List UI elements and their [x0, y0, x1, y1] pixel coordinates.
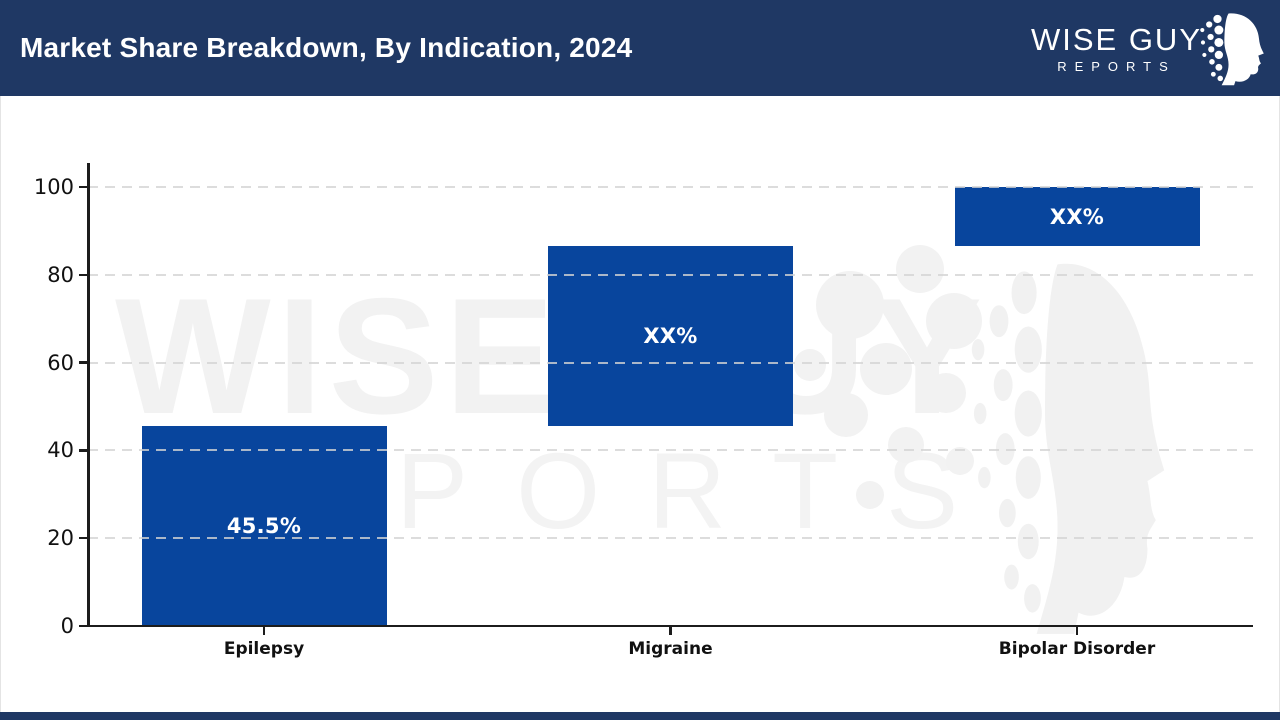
- x-tick-mark: [262, 627, 266, 635]
- x-axis: [87, 624, 1253, 627]
- watermark-head-icon: [971, 263, 1165, 634]
- y-tick-mark: [79, 624, 87, 628]
- brand-name: WISE GUY: [1030, 22, 1202, 57]
- gridline: [88, 537, 1253, 540]
- y-tick-mark: [79, 273, 87, 277]
- watermark-dots: [794, 245, 982, 509]
- y-tick-label: 0: [60, 614, 74, 638]
- y-tick-mark: [79, 449, 87, 452]
- bar-value-label: XX%: [1049, 204, 1105, 229]
- x-category-label: Epilepsy: [223, 639, 305, 659]
- bar-bipolar-disorder: XX%: [954, 187, 1200, 247]
- bar-migraine: XX%: [548, 246, 793, 427]
- bar-epilepsy: 45.5%: [141, 426, 387, 626]
- header-bar: Market Share Breakdown, By Indication, 2…: [0, 0, 1280, 96]
- y-tick-label: 100: [33, 175, 74, 199]
- y-tick-mark: [79, 536, 87, 540]
- gridline: [88, 449, 1253, 452]
- brand-wordmark: WISE GUY REPORTS: [1031, 22, 1202, 74]
- y-tick-label: 60: [47, 350, 74, 375]
- x-tick-mark: [1075, 627, 1079, 635]
- brand-subtitle: REPORTS: [1057, 59, 1176, 74]
- brand-logo: WISE GUY REPORTS: [1031, 8, 1270, 88]
- y-tick-label: 40: [47, 438, 74, 463]
- page-title: Market Share Breakdown, By Indication, 2…: [20, 32, 633, 63]
- x-tick-mark: [669, 627, 672, 635]
- bar-value-label: XX%: [643, 324, 698, 349]
- gridline: [88, 186, 1253, 188]
- footer-bar: [0, 712, 1280, 720]
- y-tick-mark: [79, 185, 87, 189]
- x-category-label: Bipolar Disorder: [998, 639, 1156, 659]
- head-profile-icon: [1200, 13, 1264, 86]
- x-category-label: Migraine: [628, 639, 713, 659]
- gridline: [88, 361, 1253, 364]
- y-tick-mark: [79, 361, 87, 364]
- y-axis: [87, 163, 90, 627]
- gridline: [88, 273, 1253, 276]
- y-tick-label: 80: [47, 262, 74, 287]
- bar-value-label: 45.5%: [226, 514, 302, 539]
- y-tick-label: 20: [47, 526, 74, 551]
